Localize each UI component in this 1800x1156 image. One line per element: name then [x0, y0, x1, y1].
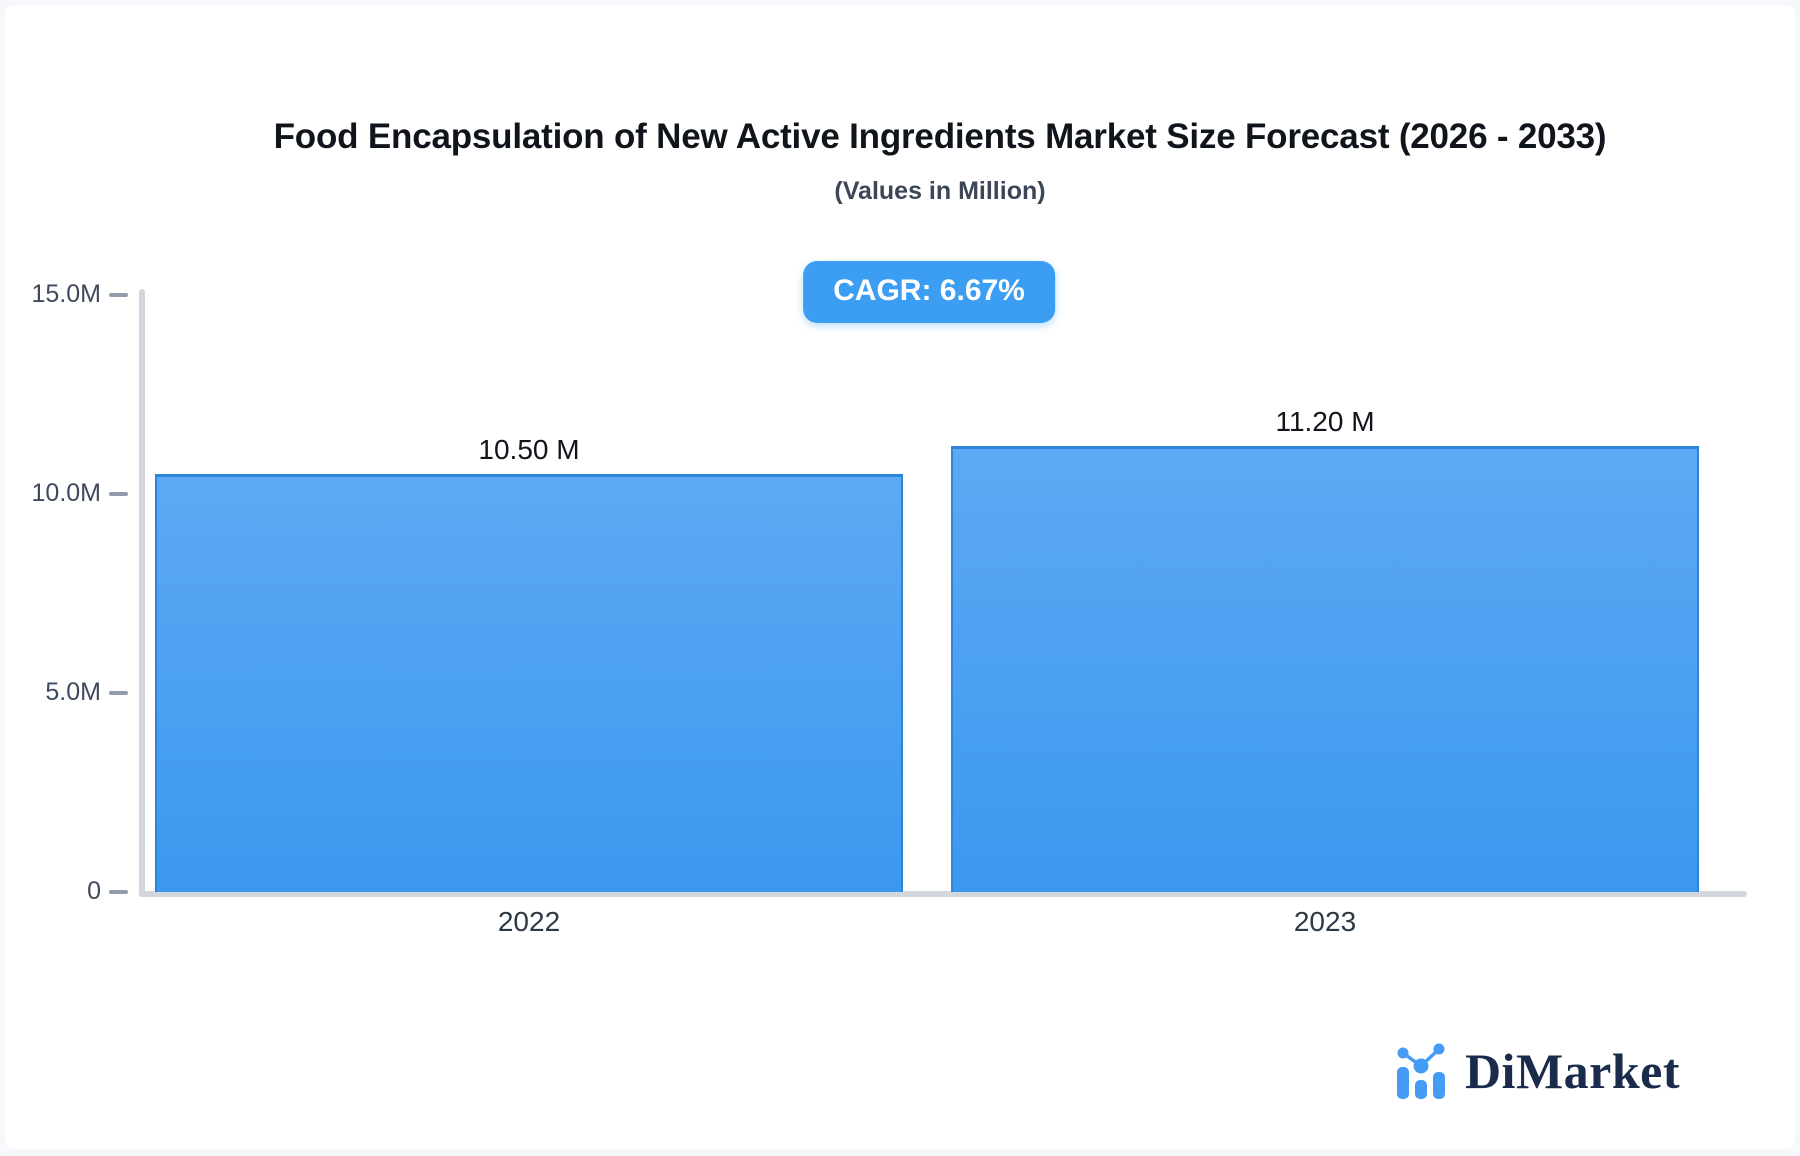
- logo-text: DiMarket: [1464, 1043, 1680, 1099]
- y-tick-mark: [109, 691, 128, 695]
- x-axis-label-2023: 2023: [1293, 906, 1357, 937]
- bar-value-label-2023: 11.20 M: [1275, 406, 1375, 438]
- y-tick-label-10.0M: 10.0M: [31, 479, 101, 507]
- chart-subtitle: (Values in Million): [834, 177, 1046, 205]
- x-axis-label-2022: 2022: [497, 906, 561, 937]
- y-tick-label-15.0M: 15.0M: [31, 280, 101, 308]
- bar-value-label-2022: 10.50 M: [478, 434, 580, 466]
- chart-title: Food Encapsulation of New Active Ingredi…: [273, 117, 1607, 156]
- cagr-badge: CAGR: 6.67%: [803, 261, 1055, 323]
- y-axis-line: [139, 289, 145, 897]
- chart-card: Food Encapsulation of New Active Ingredi…: [5, 5, 1795, 1149]
- y-tick-mark: [109, 492, 128, 496]
- bar-2023[interactable]: [951, 446, 1699, 892]
- bar-line-chart-icon: [1389, 1039, 1453, 1103]
- y-tick-label-0: 0: [87, 877, 101, 905]
- x-axis-line: [139, 891, 1747, 897]
- dimarket-logo[interactable]: DiMarket: [1389, 1039, 1680, 1103]
- bar-2022[interactable]: [155, 474, 903, 892]
- y-tick-label-5.0M: 5.0M: [45, 678, 101, 706]
- y-tick-mark: [109, 890, 128, 894]
- y-tick-mark: [109, 293, 128, 297]
